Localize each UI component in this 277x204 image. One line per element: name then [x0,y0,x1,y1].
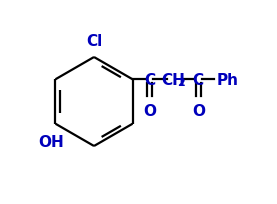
Text: Ph: Ph [216,72,238,87]
Text: O: O [192,103,205,118]
Text: Cl: Cl [86,34,102,49]
Text: OH: OH [39,134,64,149]
Text: C: C [144,72,155,87]
Text: CH: CH [161,72,185,87]
Text: O: O [143,103,156,118]
Text: 2: 2 [177,78,185,88]
Text: C: C [193,72,204,87]
